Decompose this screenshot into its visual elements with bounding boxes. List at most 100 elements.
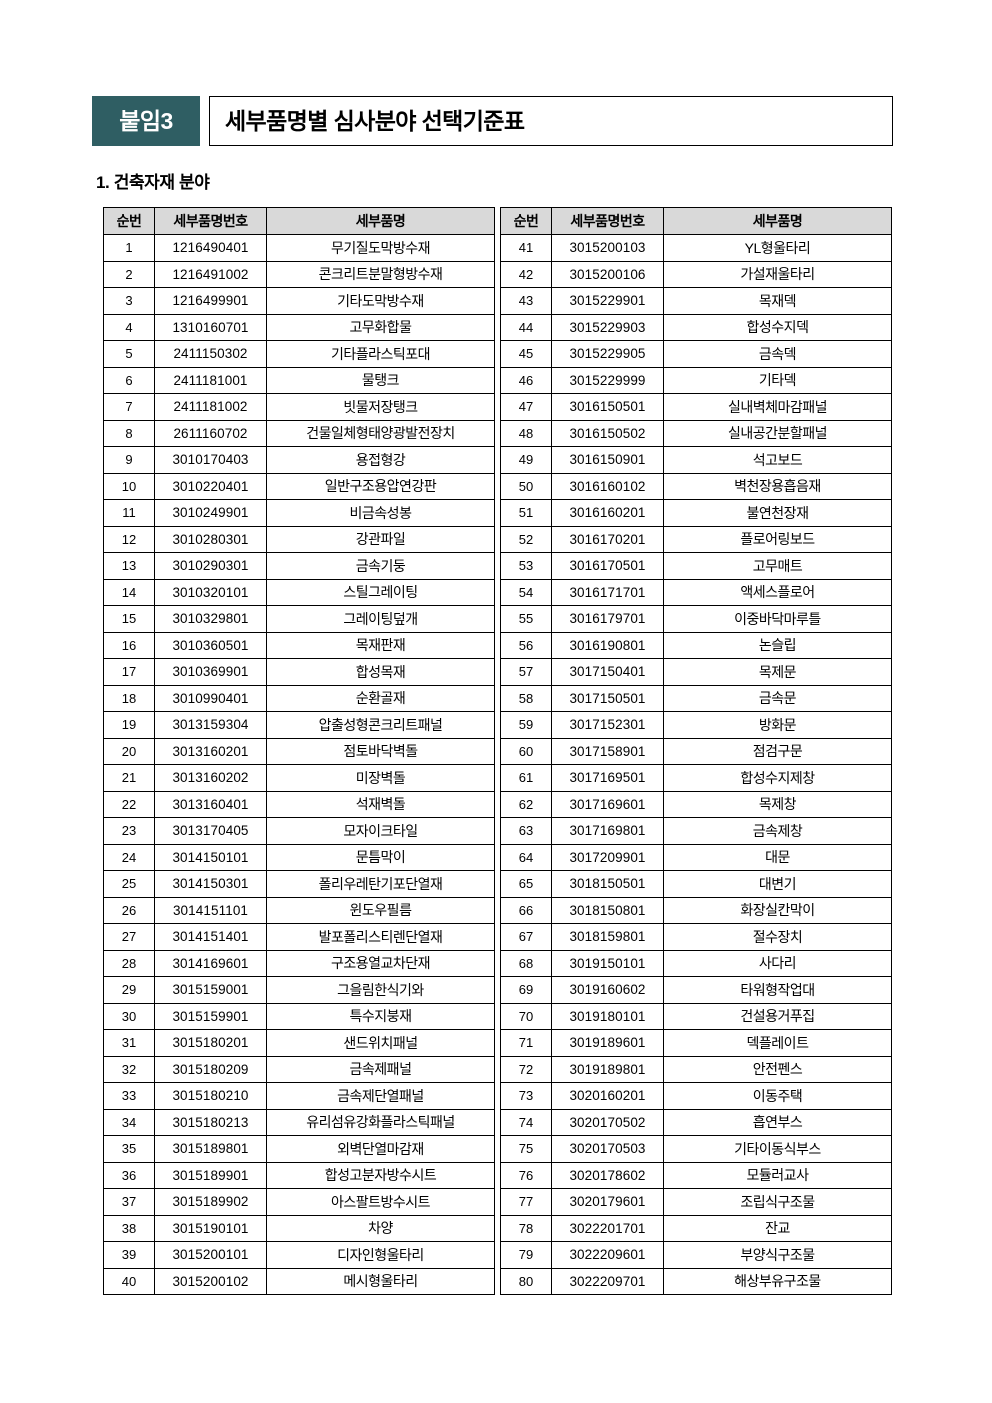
table-row: 31 3015180201 샌드위치패널 [103,1029,495,1057]
cell-item-code: 3018150501 [551,870,664,898]
cell-item-name: 해상부유구조물 [663,1267,892,1295]
cell-item-code: 3016170501 [551,552,664,580]
cell-item-name: 실내공간분할패널 [663,419,892,447]
cell-item-name: 금속덱 [663,340,892,368]
table-row: 8 2611160702 건물일체형태양광발전장치 [103,419,495,447]
cell-seq: 67 [500,923,552,951]
cell-item-code: 3016160102 [551,472,664,500]
cell-seq: 38 [103,1214,155,1242]
cell-item-code: 3014150301 [154,870,267,898]
cell-seq: 29 [103,976,155,1004]
cell-item-code: 3017209901 [551,843,664,871]
cell-item-code: 3015180213 [154,1108,267,1136]
spec-table-wrap: 순번 세부품명번호 세부품명 1 1216490401 무기질도막방수재 2 12164… [103,207,893,1295]
cell-seq: 30 [103,1002,155,1030]
table-row: 15 3010329801 그레이팅덮개 [103,605,495,633]
table-row: 2 1216491002 콘크리트분말형방수재 [103,260,495,288]
cell-item-name: 발포폴리스티렌단열재 [266,923,495,951]
cell-item-code: 3017150501 [551,684,664,712]
cell-item-name: 사다리 [663,949,892,977]
column-header-name: 세부품명 [663,207,892,235]
cell-seq: 32 [103,1055,155,1083]
cell-item-name: 이동주택 [663,1082,892,1110]
table-row: 12 3010280301 강관파일 [103,525,495,553]
cell-item-code: 3014169601 [154,949,267,977]
cell-item-code: 3020170503 [551,1135,664,1163]
cell-item-name: 실내벽체마감패널 [663,393,892,421]
cell-item-name: 화장실칸막이 [663,896,892,924]
cell-seq: 48 [500,419,552,447]
cell-item-name: 부양식구조물 [663,1241,892,1269]
cell-item-code: 3010320101 [154,578,267,606]
cell-item-code: 3015180201 [154,1029,267,1057]
cell-seq: 34 [103,1108,155,1136]
cell-seq: 66 [500,896,552,924]
table-row: 22 3013160401 석재벽돌 [103,790,495,818]
cell-item-name: 건물일체형태양광발전장치 [266,419,495,447]
cell-item-code: 3014151401 [154,923,267,951]
cell-item-name: 구조용열교차단재 [266,949,495,977]
cell-seq: 3 [103,287,155,315]
cell-item-code: 3015180210 [154,1082,267,1110]
table-row: 26 3014151101 윈도우필름 [103,896,495,924]
cell-item-code: 3015200106 [551,260,664,288]
cell-seq: 53 [500,552,552,580]
cell-item-name: 윈도우필름 [266,896,495,924]
table-row: 63 3017169801 금속제창 [500,817,892,845]
cell-seq: 78 [500,1214,552,1242]
cell-item-code: 3019189601 [551,1029,664,1057]
column-header-code: 세부품명번호 [551,207,664,235]
cell-seq: 44 [500,313,552,341]
cell-item-name: 대문 [663,843,892,871]
cell-seq: 55 [500,605,552,633]
table-row: 76 3020178602 모듈러교사 [500,1161,892,1189]
cell-seq: 37 [103,1188,155,1216]
column-header-seq: 순번 [103,207,155,235]
cell-item-code: 3015180209 [154,1055,267,1083]
cell-seq: 35 [103,1135,155,1163]
cell-item-code: 3015189901 [154,1161,267,1189]
table-row: 40 3015200102 메시형울타리 [103,1267,495,1295]
table-row: 36 3015189901 합성고분자방수시트 [103,1161,495,1189]
table-row: 39 3015200101 디자인형울타리 [103,1241,495,1269]
table-row: 75 3020170503 기타이동식부스 [500,1135,892,1163]
cell-seq: 49 [500,446,552,474]
cell-seq: 47 [500,393,552,421]
cell-seq: 22 [103,790,155,818]
cell-item-code: 1310160701 [154,313,267,341]
table-header-row: 순번 세부품명번호 세부품명 [103,207,495,235]
cell-item-name: 유리섬유강화플라스틱패널 [266,1108,495,1136]
cell-item-name: 금속제창 [663,817,892,845]
cell-item-code: 3015200103 [551,234,664,262]
cell-item-name: 타워형작업대 [663,976,892,1004]
cell-item-code: 3017158901 [551,737,664,765]
cell-item-name: 건설용거푸집 [663,1002,892,1030]
cell-item-code: 3010329801 [154,605,267,633]
cell-item-name: 모자이크타일 [266,817,495,845]
cell-item-code: 2611160702 [154,419,267,447]
section-heading: 1. 건축자재 분야 [96,173,210,192]
cell-item-code: 3019180101 [551,1002,664,1030]
column-header-seq: 순번 [500,207,552,235]
attachment-badge: 붙임3 [92,96,200,146]
cell-item-code: 3013159304 [154,711,267,739]
page-title: 세부품명별 심사분야 선택기준표 [225,107,525,134]
table-row: 24 3014150101 문틈막이 [103,843,495,871]
table-row: 59 3017152301 방화문 [500,711,892,739]
cell-item-code: 3017150401 [551,658,664,686]
cell-seq: 52 [500,525,552,553]
table-row: 10 3010220401 일반구조용압연강판 [103,472,495,500]
table-header-row: 순번 세부품명번호 세부품명 [500,207,892,235]
cell-seq: 4 [103,313,155,341]
cell-seq: 64 [500,843,552,871]
cell-item-name: 대변기 [663,870,892,898]
cell-item-name: 순환골재 [266,684,495,712]
cell-item-name: 덱플레이트 [663,1029,892,1057]
table-row: 46 3015229999 기타덱 [500,366,892,394]
cell-seq: 9 [103,446,155,474]
cell-seq: 5 [103,340,155,368]
cell-item-code: 3019189801 [551,1055,664,1083]
table-row: 41 3015200103 YL형울타리 [500,234,892,262]
cell-seq: 77 [500,1188,552,1216]
cell-seq: 19 [103,711,155,739]
